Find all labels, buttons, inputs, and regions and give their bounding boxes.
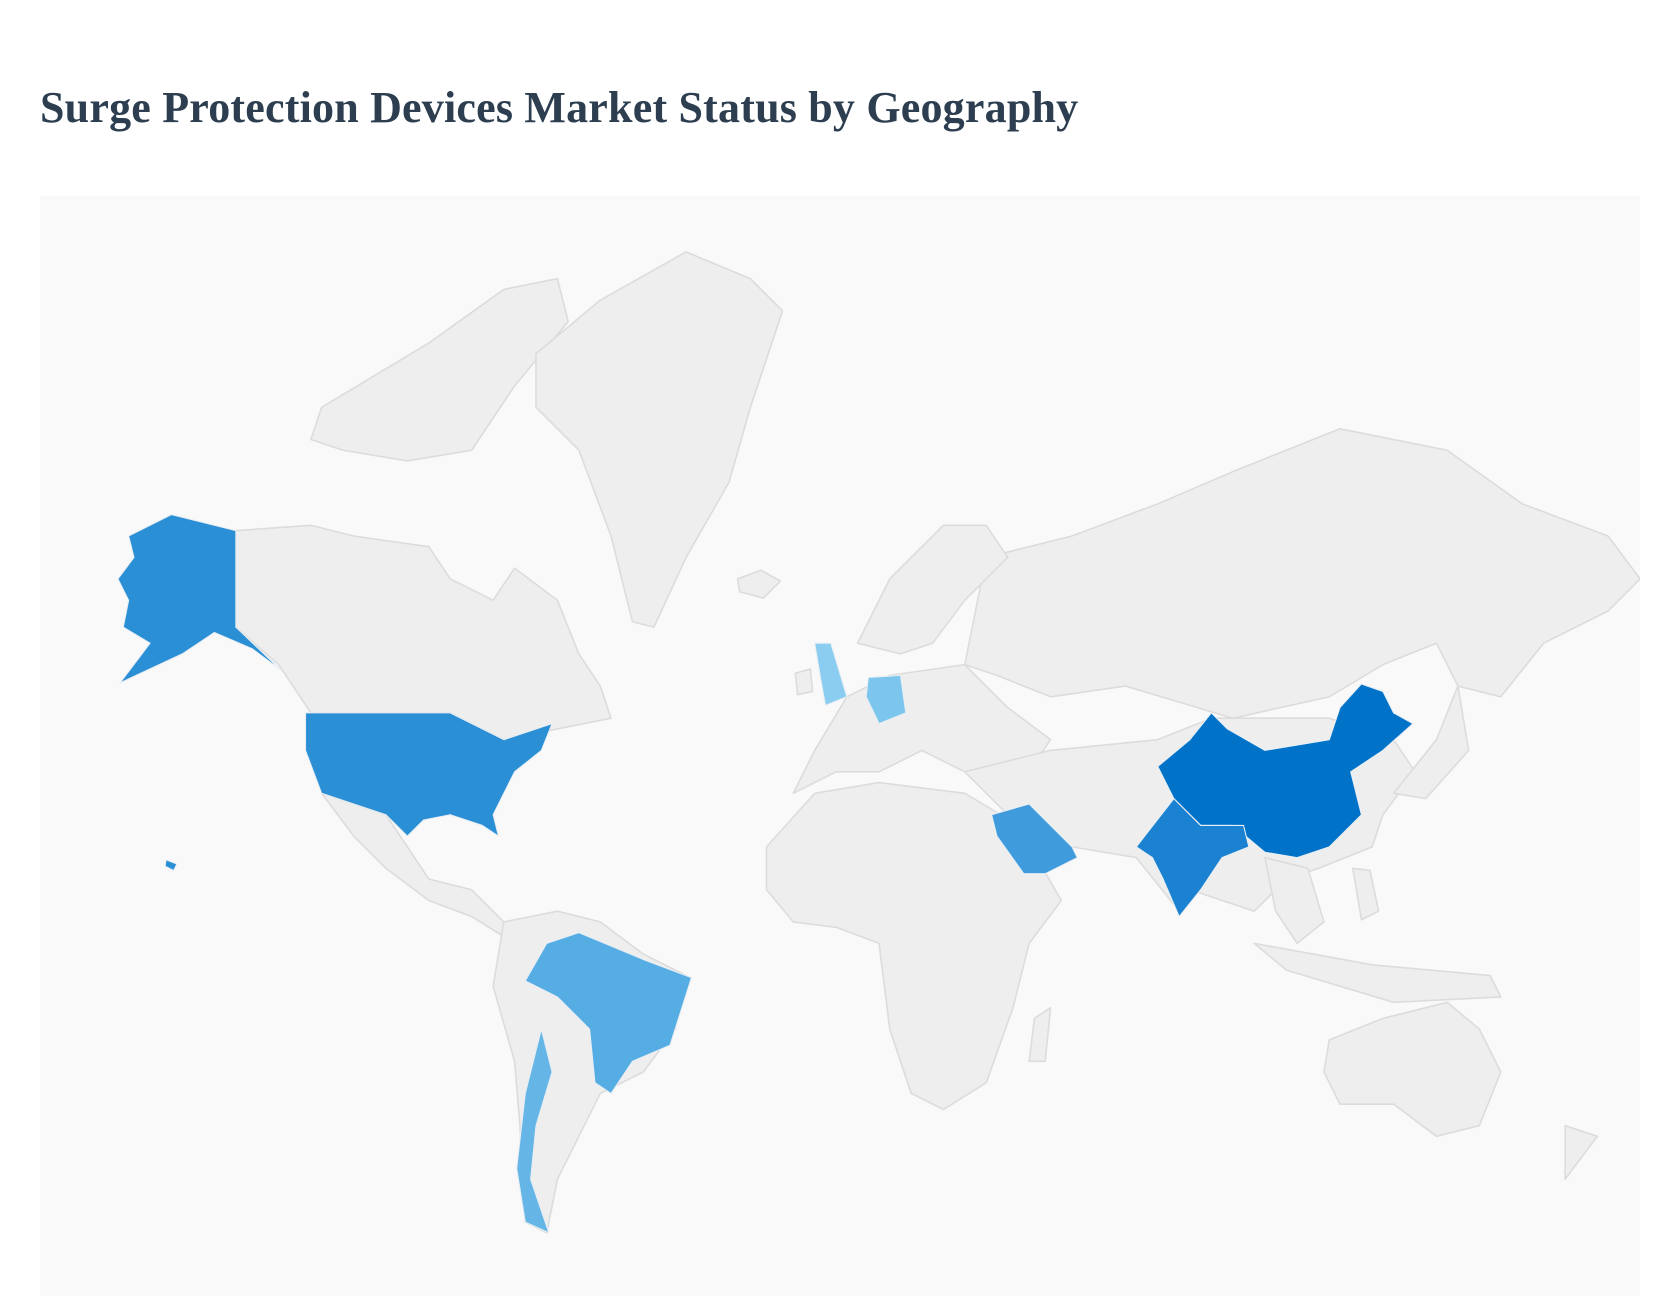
land-southeast-asia[interactable] <box>1264 856 1325 945</box>
land-indonesia[interactable] <box>1253 942 1502 1004</box>
land-russia-north-asia[interactable] <box>963 427 1640 720</box>
land-new-zealand[interactable] <box>1564 1124 1599 1181</box>
land-australia[interactable] <box>1323 1001 1502 1138</box>
land-greenland[interactable] <box>535 251 784 628</box>
land-africa[interactable] <box>765 781 1063 1111</box>
land-scandinavia[interactable] <box>856 524 1009 655</box>
land-arctic-islands <box>310 277 569 462</box>
land-iceland[interactable] <box>736 569 782 599</box>
region-saudi-arabia[interactable] <box>991 803 1078 875</box>
land-madagascar[interactable] <box>1028 1006 1052 1063</box>
land-japan[interactable] <box>1392 685 1470 800</box>
region-germany[interactable] <box>865 674 907 725</box>
land-canada[interactable] <box>235 524 612 741</box>
world-map-svg <box>117 251 1640 1234</box>
region-united-kingdom[interactable] <box>814 642 848 706</box>
world-map <box>40 196 1640 1296</box>
land-ireland[interactable] <box>794 668 814 696</box>
region-united-states[interactable] <box>304 712 553 837</box>
region-chile[interactable] <box>516 1028 553 1234</box>
land-philippines[interactable] <box>1352 867 1380 921</box>
page-title: Surge Protection Devices Market Status b… <box>40 83 1079 132</box>
region-hawaii[interactable] <box>164 859 178 872</box>
region-brazil[interactable] <box>524 932 692 1094</box>
region-alaska[interactable] <box>117 514 282 684</box>
region-india[interactable] <box>1135 798 1250 918</box>
